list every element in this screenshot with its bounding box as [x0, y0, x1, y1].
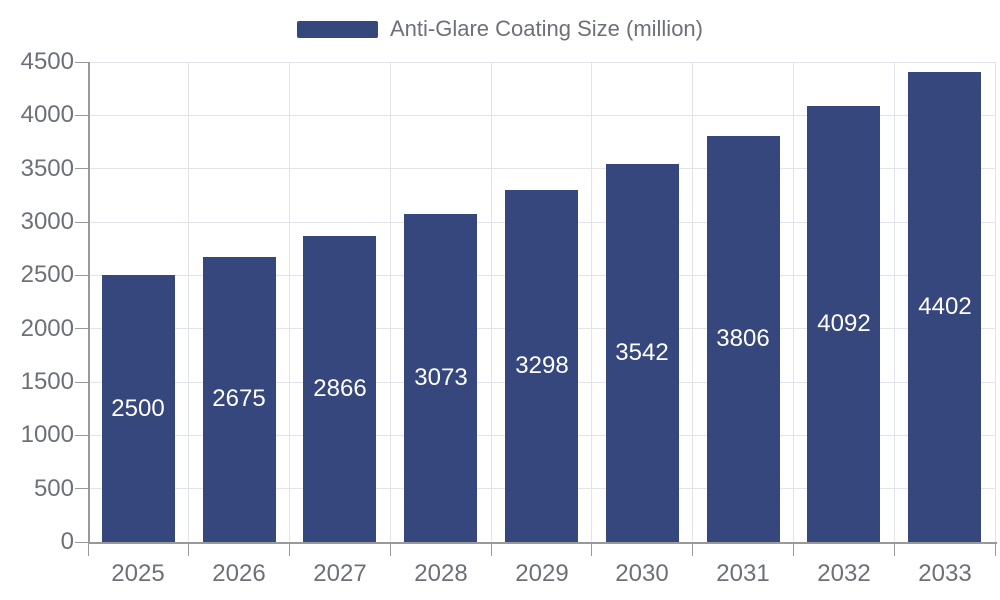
- x-axis-tick: [692, 543, 694, 556]
- legend-label: Anti-Glare Coating Size (million): [390, 16, 703, 41]
- y-axis-label: 500: [33, 474, 74, 502]
- y-axis-tick: [75, 221, 88, 223]
- bar-2025[interactable]: [102, 275, 175, 542]
- x-gridline: [692, 62, 694, 542]
- x-axis-label: 2027: [313, 560, 367, 587]
- y-axis-label: 1000: [20, 421, 74, 449]
- x-gridline: [792, 62, 794, 542]
- legend-swatch: [297, 20, 378, 38]
- y-axis-line: [88, 62, 90, 542]
- y-axis-label: 3500: [20, 154, 74, 182]
- x-axis-tick: [289, 543, 291, 556]
- x-axis-tick: [591, 543, 593, 556]
- x-axis-label: 2033: [918, 560, 972, 587]
- x-gridline: [289, 62, 291, 542]
- x-axis-tick: [490, 543, 492, 556]
- x-axis-label: 2032: [817, 560, 871, 587]
- x-axis-tick: [389, 543, 391, 556]
- y-gridline: [88, 114, 995, 116]
- bar-2032[interactable]: [807, 105, 880, 542]
- x-gridline: [994, 62, 996, 542]
- bar-2033[interactable]: [908, 72, 981, 542]
- bar-2030[interactable]: [606, 164, 679, 542]
- bar-2029[interactable]: [505, 190, 578, 542]
- y-axis-tick: [75, 168, 88, 170]
- y-axis-tick: [75, 114, 88, 116]
- y-axis-label: 3000: [20, 208, 74, 235]
- x-axis-line: [88, 542, 997, 544]
- x-axis-tick: [994, 543, 996, 556]
- y-axis-tick: [75, 434, 88, 436]
- x-axis-tick: [87, 543, 89, 556]
- bar-2026[interactable]: [203, 256, 276, 542]
- bar-2027[interactable]: [303, 236, 376, 542]
- x-axis-label: 2025: [111, 560, 165, 587]
- x-axis-label: 2029: [515, 560, 569, 587]
- plot-area: 0 500 1000 1500 2000 2500 3000 3500 4000 4500 2500…: [21, 48, 997, 587]
- bar-2031[interactable]: [707, 136, 780, 542]
- y-axis-label: 4500: [20, 48, 74, 75]
- x-axis-tick: [792, 543, 794, 556]
- x-gridline: [893, 62, 895, 542]
- x-axis-label: 2026: [212, 560, 266, 587]
- y-axis-tick: [75, 381, 88, 383]
- y-axis-tick: [75, 541, 88, 543]
- y-axis-tick: [75, 61, 88, 63]
- x-axis-tick: [893, 543, 895, 556]
- x-gridline: [490, 62, 492, 542]
- y-gridline: [88, 61, 995, 63]
- legend-item[interactable]: Anti-Glare Coating Size (million): [0, 12, 1000, 46]
- x-gridline: [188, 62, 190, 542]
- y-axis-tick: [75, 328, 88, 330]
- x-axis-label: 2031: [716, 560, 770, 587]
- y-axis-tick: [75, 274, 88, 276]
- y-axis-tick: [75, 488, 88, 490]
- x-axis-tick: [188, 543, 190, 556]
- y-axis-label: 2500: [20, 261, 74, 289]
- y-gridline: [88, 168, 995, 170]
- x-axis-label: 2030: [615, 560, 669, 587]
- x-gridline: [591, 62, 593, 542]
- y-axis-label: 1500: [20, 368, 74, 395]
- x-axis-label: 2028: [414, 560, 468, 587]
- x-gridline: [389, 62, 391, 542]
- y-axis-label: 4000: [20, 101, 74, 129]
- y-axis-label: 0: [60, 528, 74, 555]
- bar-2028[interactable]: [404, 214, 477, 542]
- y-axis-label: 2000: [20, 314, 74, 342]
